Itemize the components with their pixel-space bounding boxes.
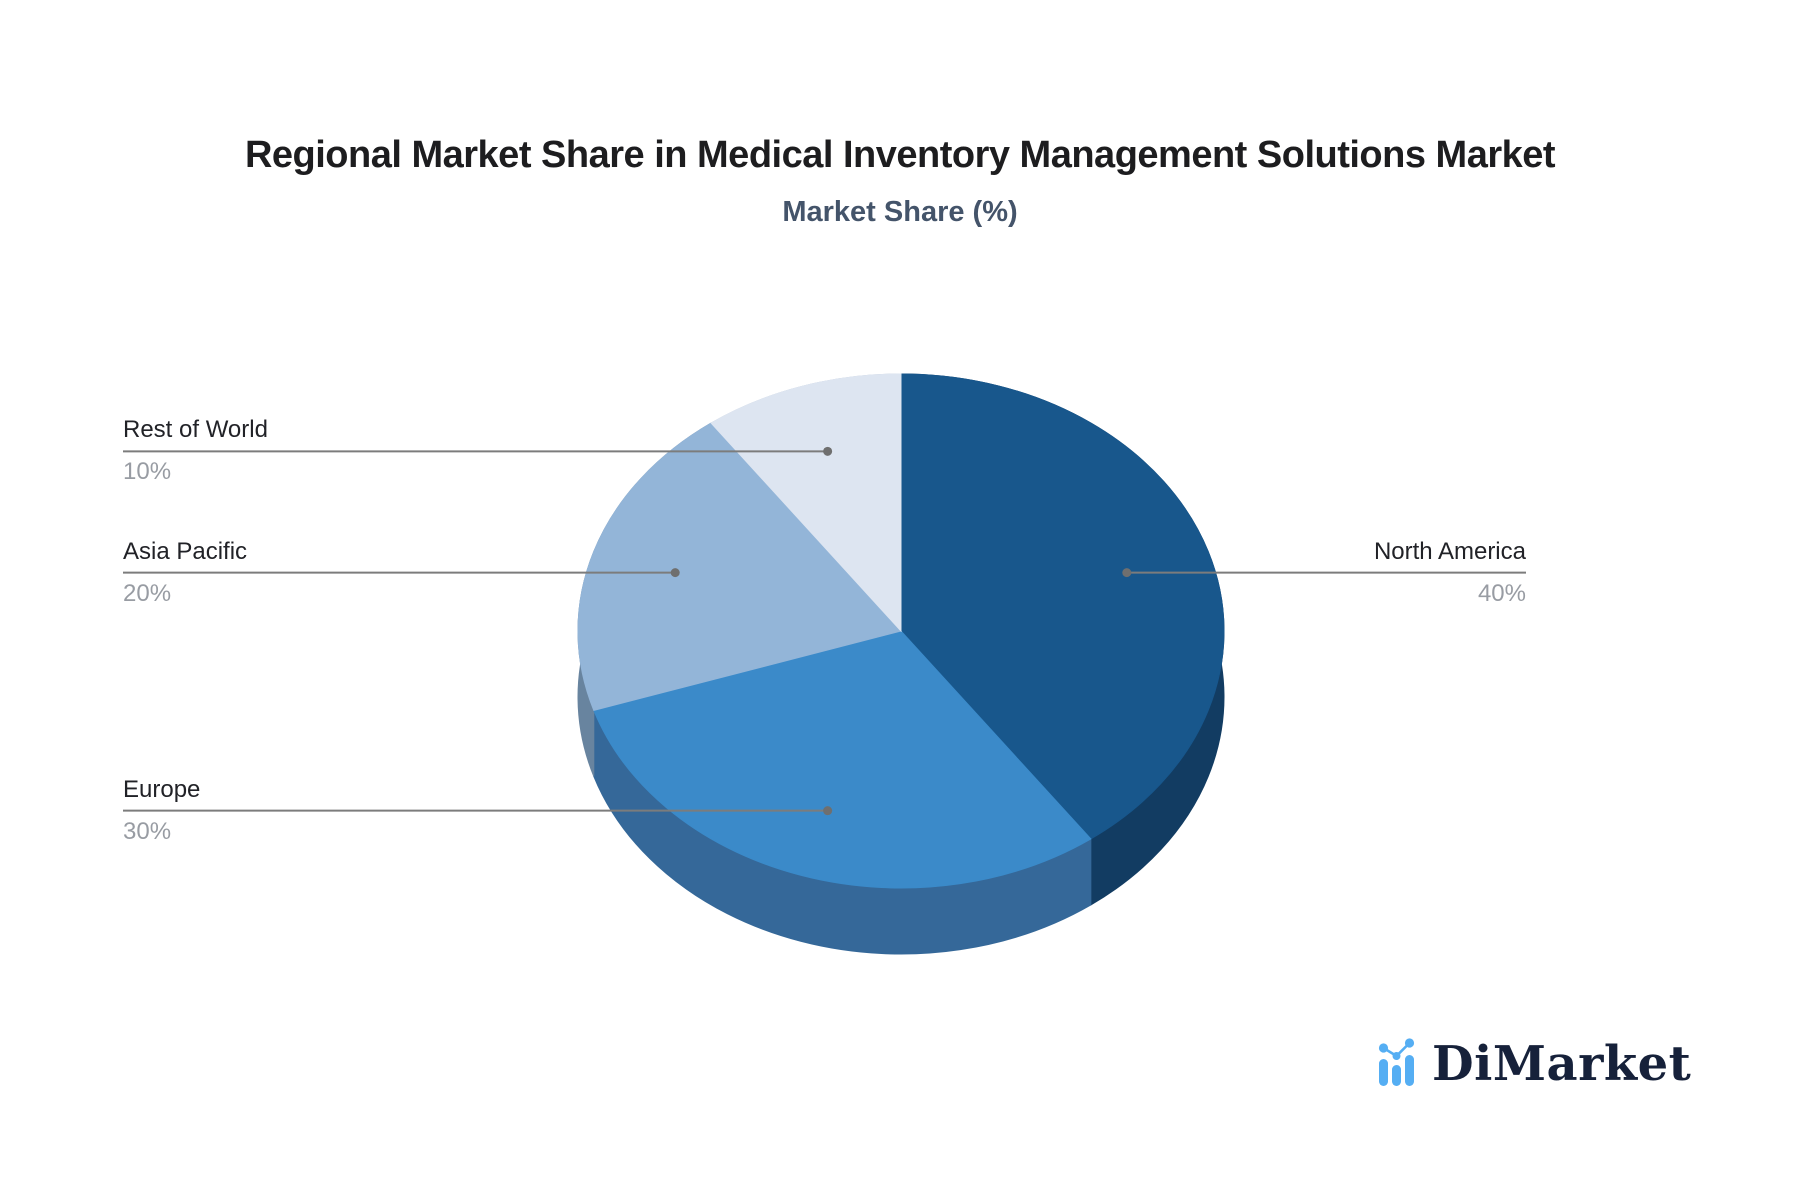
slice-label-asia-pacific: Asia Pacific: [123, 537, 248, 565]
slice-value-europe: 30%: [123, 817, 172, 845]
leader-dot-asia-pacific: [670, 568, 680, 578]
chart-subtitle: Market Share (%): [782, 196, 1018, 228]
slice-label-rest-of-world: Rest of World: [123, 416, 268, 444]
logo-text: DiMarket: [1432, 1036, 1692, 1092]
bar-chart-trend-icon: [1378, 1038, 1415, 1086]
slice-value-asia-pacific: 20%: [123, 579, 172, 607]
leader-dot-rest-of-world: [823, 446, 833, 456]
slice-label-north-america: North America: [1373, 537, 1526, 565]
leader-dot-europe: [823, 806, 833, 816]
leader-dot-north-america: [1122, 568, 1132, 578]
slice-value-rest-of-world: 10%: [123, 458, 172, 486]
pie-slice-rest-of-world[interactable]: [710, 373, 902, 633]
chart-title: Regional Market Share in Medical Invento…: [244, 134, 1556, 176]
pie-slice-europe[interactable]: [593, 630, 1092, 889]
slice-value-north-america: 40%: [1477, 579, 1526, 607]
pie-slice-asia-pacific[interactable]: [577, 422, 902, 712]
pie-slice-north-america[interactable]: [900, 373, 1225, 840]
dimarket-logo: DiMarket: [1378, 1034, 1691, 1088]
slice-label-europe: Europe: [123, 775, 201, 803]
